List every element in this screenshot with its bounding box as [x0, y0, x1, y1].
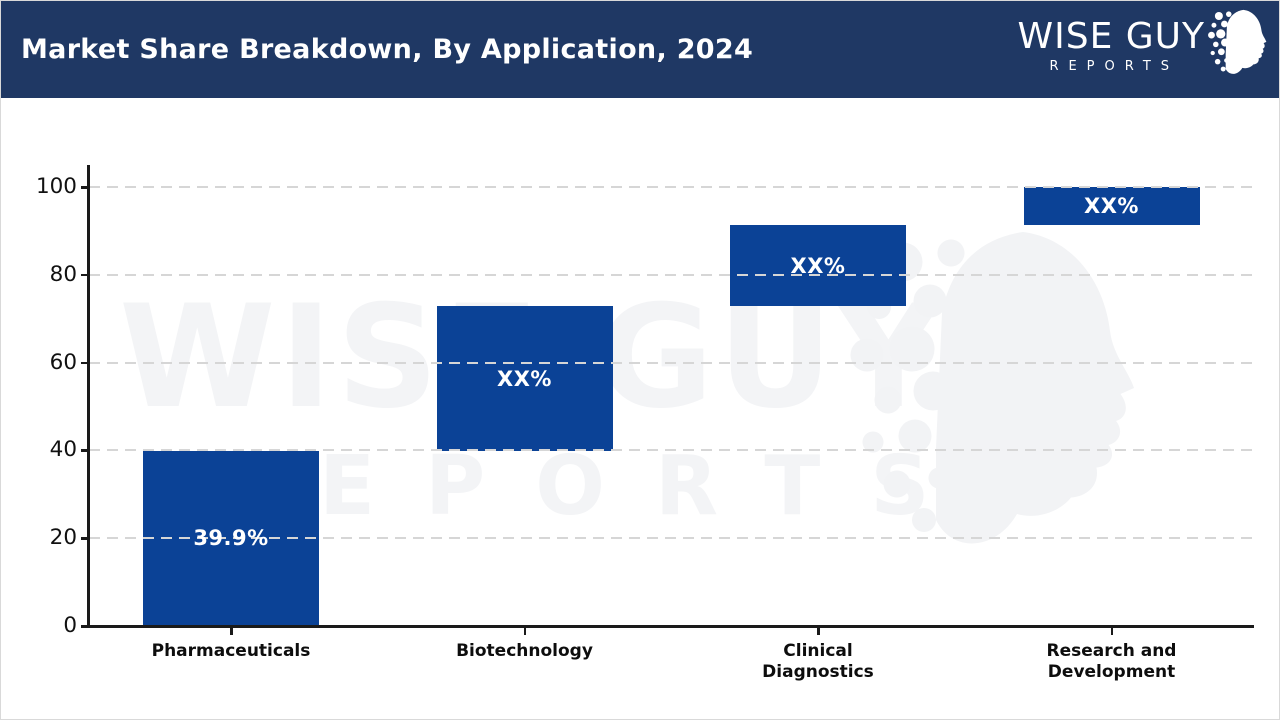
y-tick-label-0: 0: [63, 613, 77, 638]
x-category-label-clinical-diagnostics: Clinical Diagnostics: [762, 641, 874, 682]
y-tick-mark-0: [81, 625, 89, 628]
y-tick-mark-20: [81, 537, 89, 540]
bar-value-label-pharmaceuticals: 39.9%: [193, 526, 269, 551]
y-tick-label-20: 20: [49, 525, 77, 551]
y-tick-mark-80: [81, 273, 89, 277]
x-tick-mark-research-and-development: [1110, 626, 1113, 635]
gridline-60: [89, 361, 1254, 364]
gridline-100: [89, 186, 1254, 188]
header-banner: Market Share Breakdown, By Application, …: [1, 1, 1279, 98]
y-axis-spine: [87, 165, 90, 628]
x-category-label-biotechnology: Biotechnology: [456, 641, 593, 661]
x-tick-mark-clinical-diagnostics: [817, 626, 820, 635]
x-tick-mark-pharmaceuticals: [230, 626, 233, 635]
logo-line2: REPORTS: [1049, 58, 1180, 74]
y-tick-mark-60: [81, 361, 89, 365]
bar-value-label-clinical-diagnostics: XX%: [790, 253, 846, 278]
y-tick-mark-40: [81, 449, 89, 452]
y-tick-label-40: 40: [49, 437, 77, 463]
y-tick-mark-100: [81, 186, 89, 189]
bar-value-label-research-and-development: XX%: [1084, 194, 1139, 219]
x-category-label-research-and-development: Research and Development: [1046, 641, 1177, 682]
wiseguy-logo: WISE GUY REPORTS: [1018, 8, 1270, 82]
gridline-20: [89, 537, 1254, 540]
page-title: Market Share Breakdown, By Application, …: [21, 34, 754, 65]
watermark-text-line2: REPORTS: [206, 439, 980, 534]
bar-biotechnology: [436, 306, 613, 451]
gridline-40: [89, 449, 1254, 452]
logo-wordmark: WISE GUY REPORTS: [1017, 15, 1206, 74]
x-tick-mark-biotechnology: [523, 626, 526, 635]
x-category-label-pharmaceuticals: Pharmaceuticals: [151, 641, 311, 661]
logo-line1: WISE GUY: [1017, 15, 1205, 57]
gridline-80: [89, 273, 1254, 276]
bar-clinical-diagnostics: [730, 225, 906, 307]
x-axis-line: [89, 625, 1254, 628]
y-tick-label-100: 100: [35, 174, 77, 199]
bar-research-and-development: [1023, 187, 1200, 226]
bar-value-label-biotechnology: XX%: [497, 366, 552, 391]
y-tick-label-60: 60: [49, 349, 77, 375]
y-tick-label-80: 80: [49, 261, 77, 287]
